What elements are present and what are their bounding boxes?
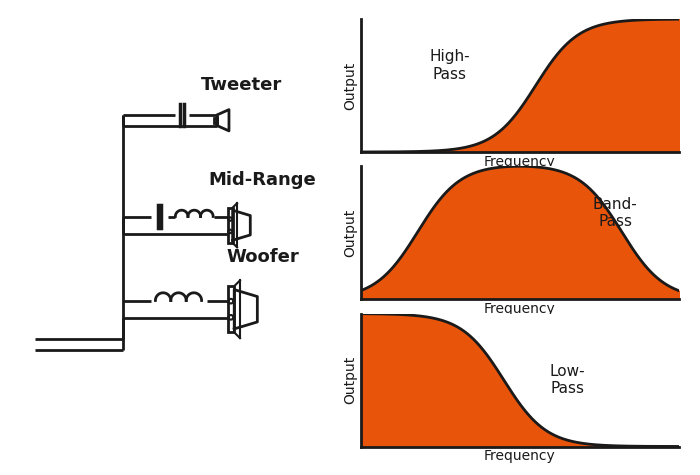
Text: High-
Pass: High- Pass [429, 49, 470, 82]
Y-axis label: Output: Output [344, 356, 358, 404]
X-axis label: Frequency: Frequency [484, 302, 556, 316]
X-axis label: Frequency: Frequency [484, 155, 556, 169]
Y-axis label: Output: Output [344, 61, 358, 110]
Text: Low-
Pass: Low- Pass [550, 364, 585, 396]
Text: Tweeter: Tweeter [201, 76, 282, 95]
Text: Woofer: Woofer [226, 248, 299, 266]
Text: Band-
Pass: Band- Pass [593, 197, 638, 229]
Y-axis label: Output: Output [344, 209, 358, 257]
Text: Mid-Range: Mid-Range [209, 171, 316, 189]
X-axis label: Frequency: Frequency [484, 449, 556, 463]
